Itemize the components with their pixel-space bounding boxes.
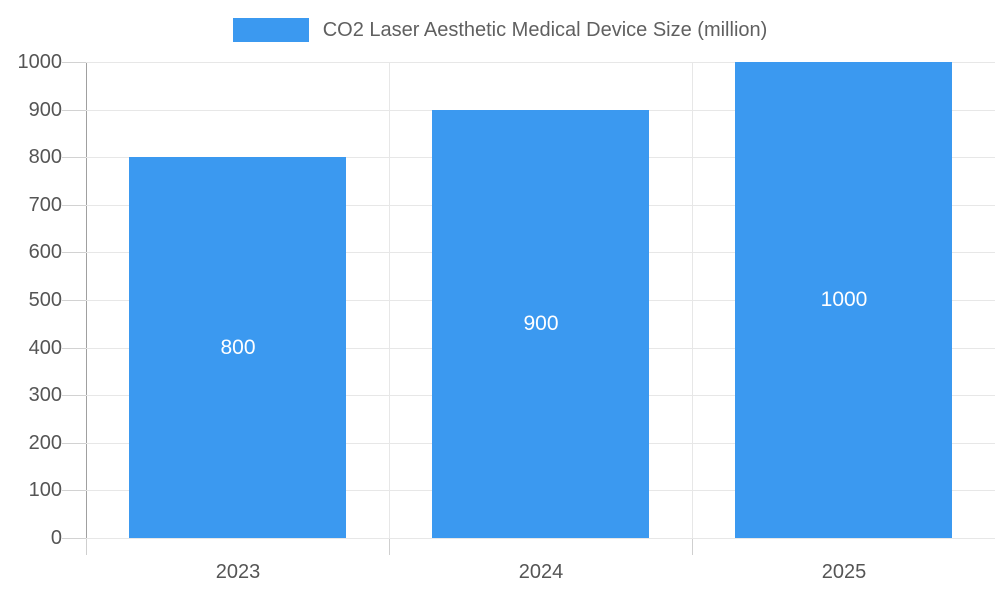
- bar-2024[interactable]: [432, 110, 649, 538]
- y-axis-tick-label: 200: [28, 431, 62, 454]
- y-axis-tick-mark: [62, 490, 86, 492]
- y-axis-tick-label: 500: [28, 289, 62, 311]
- legend-item-series-1[interactable]: CO2 Laser Aesthetic Medical Device Size …: [232, 18, 768, 42]
- legend-item-label: CO2 Laser Aesthetic Medical Device Size …: [322, 19, 768, 41]
- gridline-horizontal: [86, 62, 995, 63]
- gridline-vertical: [389, 62, 390, 538]
- y-axis-tick-label: 0: [50, 527, 62, 549]
- y-axis-tick-labels: 1000 900 800 700 600 500 400 300 200 100 0: [0, 0, 63, 600]
- gridline-vertical: [692, 62, 693, 538]
- y-axis-tick-label: 800: [28, 146, 62, 169]
- y-axis-tick-mark: [62, 442, 86, 444]
- y-axis-tick-mark: [62, 395, 86, 397]
- bar-2023[interactable]: [129, 157, 346, 538]
- x-axis-origin-tick-mark: [86, 539, 87, 555]
- x-axis-tick-label-2023: 2023: [215, 561, 261, 583]
- bar-2025[interactable]: [735, 62, 952, 538]
- y-axis-tick-label: 600: [28, 241, 62, 264]
- y-axis-tick-label: 900: [28, 98, 62, 121]
- bar-value-label: 800: [220, 336, 256, 359]
- y-axis-tick-mark: [62, 347, 86, 349]
- y-axis-tick-mark: [62, 109, 86, 111]
- chart-legend: CO2 Laser Aesthetic Medical Device Size …: [0, 14, 1000, 46]
- y-axis-tick-label: 400: [28, 336, 62, 359]
- y-axis-tick-label: 700: [28, 193, 62, 216]
- y-axis-tick-mark: [62, 300, 86, 301]
- x-axis-tick-mark: [389, 539, 390, 555]
- y-axis-tick-label: 1000: [17, 51, 63, 73]
- x-axis-tick-mark: [692, 539, 693, 555]
- bar-value-label: 1000: [820, 288, 868, 311]
- legend-color-swatch: [232, 18, 309, 42]
- x-axis-tick-label-2024: 2024: [518, 561, 564, 583]
- y-axis-tick-mark: [62, 252, 86, 254]
- y-axis-tick-mark: [62, 157, 86, 159]
- y-axis-tick-label: 300: [28, 384, 62, 407]
- y-axis-tick-mark: [62, 204, 86, 206]
- gridline-horizontal: [86, 538, 995, 539]
- y-axis-tick-mark: [62, 538, 86, 539]
- x-axis-tick-label-2025: 2025: [821, 561, 867, 583]
- y-axis-tick-mark: [62, 62, 86, 63]
- bar-value-label: 900: [523, 312, 559, 335]
- y-axis-tick-label: 100: [28, 479, 62, 502]
